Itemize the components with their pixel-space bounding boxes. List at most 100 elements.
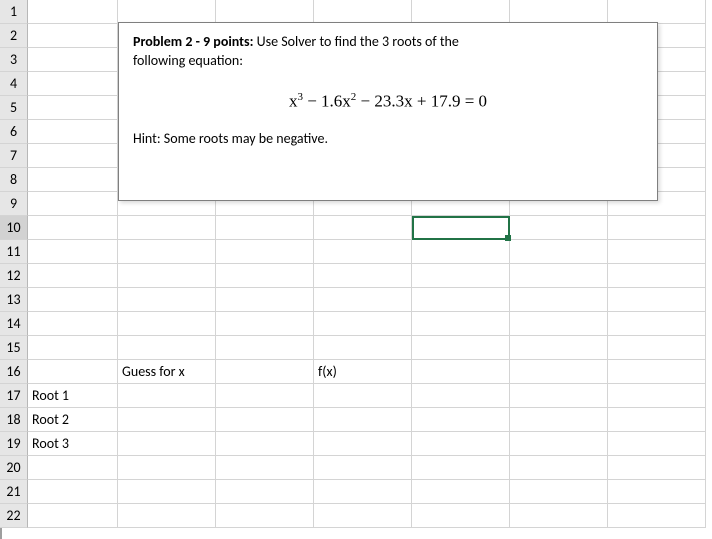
cell[interactable] xyxy=(28,240,118,264)
cell[interactable] xyxy=(608,456,706,480)
cell[interactable] xyxy=(608,240,706,264)
row-header[interactable]: 8 xyxy=(0,168,28,192)
cell[interactable] xyxy=(28,120,118,144)
cell[interactable] xyxy=(510,360,608,384)
cell[interactable] xyxy=(608,216,706,240)
cell[interactable] xyxy=(28,360,118,384)
cell[interactable] xyxy=(412,360,510,384)
cell[interactable] xyxy=(28,192,118,216)
cell[interactable] xyxy=(412,264,510,288)
row-header[interactable]: 12 xyxy=(0,264,28,288)
cell[interactable] xyxy=(216,0,314,24)
cell[interactable] xyxy=(510,312,608,336)
cell[interactable] xyxy=(314,456,412,480)
cell[interactable] xyxy=(510,216,608,240)
cell[interactable] xyxy=(118,408,216,432)
cell[interactable] xyxy=(216,312,314,336)
cell[interactable] xyxy=(216,480,314,504)
row-header[interactable]: 20 xyxy=(0,456,28,480)
cell[interactable] xyxy=(118,456,216,480)
row-header[interactable]: 19 xyxy=(0,432,28,456)
row-header[interactable]: 14 xyxy=(0,312,28,336)
cell[interactable] xyxy=(608,360,706,384)
cell[interactable]: Guess for x xyxy=(118,360,216,384)
cell[interactable] xyxy=(510,288,608,312)
row-header[interactable]: 16 xyxy=(0,360,28,384)
cell[interactable] xyxy=(314,408,412,432)
cell[interactable]: Root 1 xyxy=(28,384,118,408)
row-header[interactable]: 7 xyxy=(0,144,28,168)
cell[interactable] xyxy=(28,72,118,96)
cell[interactable] xyxy=(412,504,510,528)
cell[interactable] xyxy=(314,336,412,360)
cell[interactable] xyxy=(510,384,608,408)
cell[interactable] xyxy=(216,240,314,264)
cell[interactable] xyxy=(216,288,314,312)
cell[interactable] xyxy=(118,384,216,408)
cell[interactable] xyxy=(608,432,706,456)
cell[interactable] xyxy=(118,240,216,264)
cell[interactable] xyxy=(216,504,314,528)
cell[interactable] xyxy=(314,504,412,528)
cell[interactable] xyxy=(28,144,118,168)
cell[interactable] xyxy=(314,264,412,288)
cell[interactable] xyxy=(216,384,314,408)
problem-textbox[interactable]: Problem 2 - 9 points: Use Solver to find… xyxy=(118,22,658,201)
row-header[interactable]: 9 xyxy=(0,192,28,216)
cell[interactable] xyxy=(608,408,706,432)
cell[interactable] xyxy=(608,504,706,528)
cell[interactable] xyxy=(510,336,608,360)
cell[interactable] xyxy=(118,288,216,312)
row-header[interactable]: 15 xyxy=(0,336,28,360)
cell[interactable] xyxy=(412,432,510,456)
cell[interactable] xyxy=(314,240,412,264)
cell[interactable] xyxy=(412,288,510,312)
cell[interactable] xyxy=(510,456,608,480)
row-header[interactable]: 13 xyxy=(0,288,28,312)
cell[interactable] xyxy=(216,360,314,384)
cell[interactable] xyxy=(216,216,314,240)
cell[interactable] xyxy=(216,432,314,456)
cell[interactable] xyxy=(216,264,314,288)
cell[interactable] xyxy=(314,480,412,504)
cell[interactable] xyxy=(412,312,510,336)
cell[interactable] xyxy=(510,0,608,24)
cell[interactable] xyxy=(608,336,706,360)
cell[interactable] xyxy=(28,456,118,480)
cell[interactable] xyxy=(412,480,510,504)
cell[interactable] xyxy=(510,480,608,504)
cell[interactable] xyxy=(216,456,314,480)
cell[interactable] xyxy=(28,336,118,360)
cell[interactable] xyxy=(314,216,412,240)
cell[interactable] xyxy=(608,480,706,504)
row-header[interactable]: 6 xyxy=(0,120,28,144)
row-header[interactable]: 2 xyxy=(0,24,28,48)
cell[interactable]: Root 3 xyxy=(28,432,118,456)
cell[interactable] xyxy=(314,432,412,456)
row-header[interactable]: 4 xyxy=(0,72,28,96)
cell[interactable] xyxy=(118,336,216,360)
row-header[interactable]: 5 xyxy=(0,96,28,120)
cell[interactable]: Root 2 xyxy=(28,408,118,432)
cell[interactable] xyxy=(608,0,706,24)
row-header[interactable]: 1 xyxy=(0,0,28,24)
cell[interactable] xyxy=(314,384,412,408)
cell[interactable] xyxy=(314,312,412,336)
row-header[interactable]: 22 xyxy=(0,504,28,528)
cell[interactable] xyxy=(412,408,510,432)
cell[interactable] xyxy=(510,264,608,288)
cell[interactable] xyxy=(28,312,118,336)
cell[interactable] xyxy=(510,408,608,432)
cell[interactable] xyxy=(216,336,314,360)
cell[interactable] xyxy=(28,0,118,24)
cell[interactable] xyxy=(28,288,118,312)
row-header[interactable]: 18 xyxy=(0,408,28,432)
cell[interactable] xyxy=(28,504,118,528)
cell[interactable] xyxy=(412,456,510,480)
cell[interactable] xyxy=(216,408,314,432)
cell[interactable] xyxy=(608,288,706,312)
cell[interactable] xyxy=(314,288,412,312)
cell[interactable] xyxy=(28,168,118,192)
cell[interactable] xyxy=(118,0,216,24)
cell[interactable] xyxy=(28,480,118,504)
